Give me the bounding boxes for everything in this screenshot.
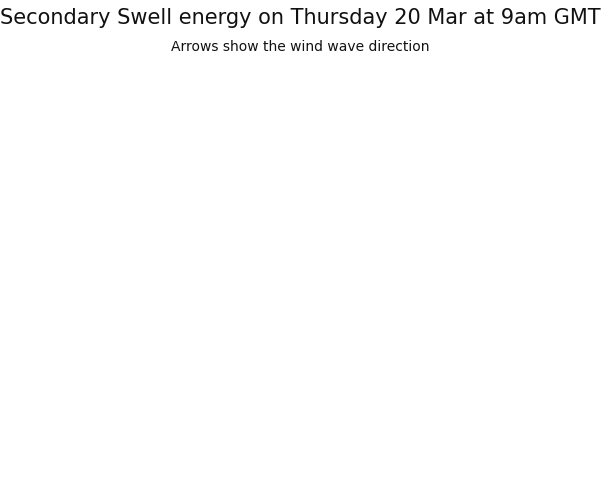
Text: Secondary Swell energy on Thursday 20 Mar at 9am GMT: Secondary Swell energy on Thursday 20 Ma…	[0, 7, 601, 28]
Text: Arrows show the wind wave direction: Arrows show the wind wave direction	[171, 40, 430, 54]
